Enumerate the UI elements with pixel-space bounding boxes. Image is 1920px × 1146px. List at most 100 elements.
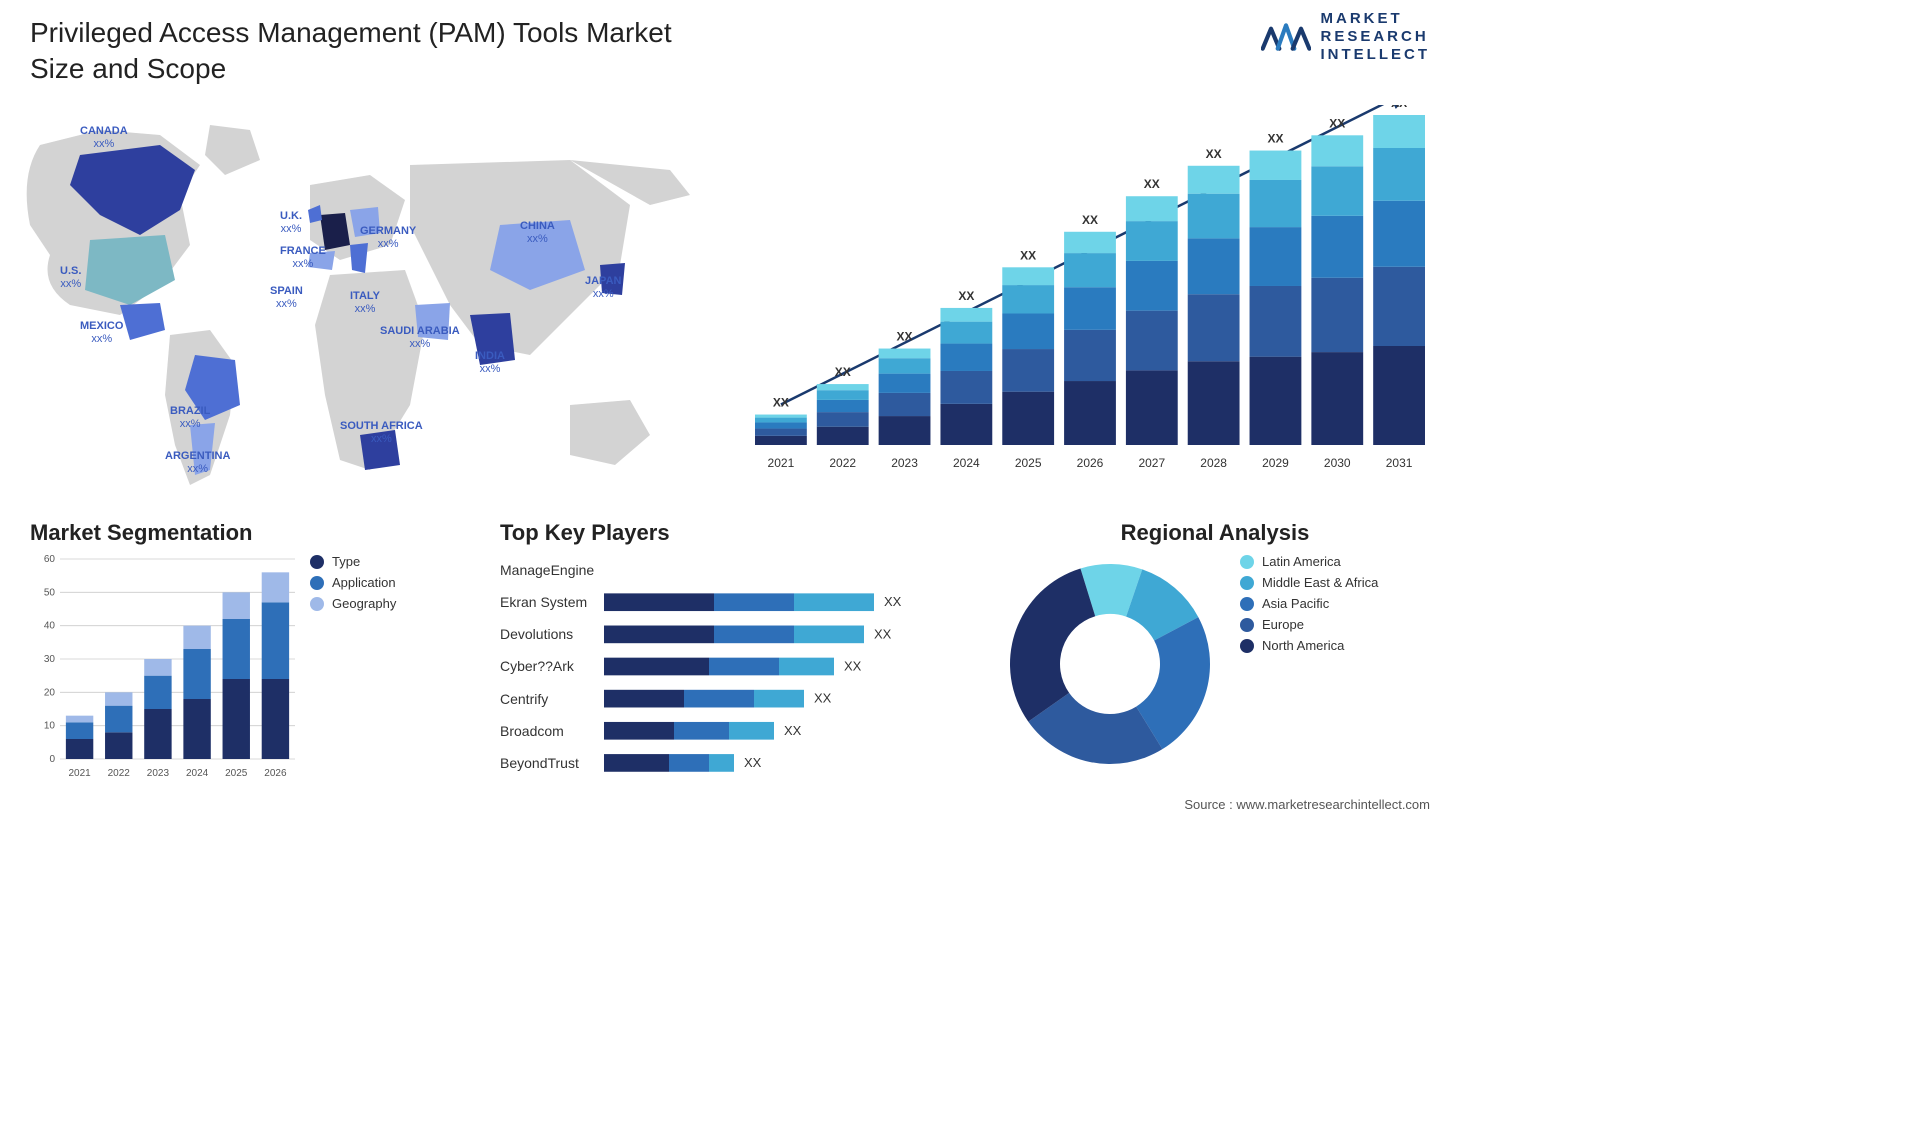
map-label: U.K.xx% xyxy=(280,210,302,236)
legend-item: Asia Pacific xyxy=(1240,596,1378,611)
source-text: Source : www.marketresearchintellect.com xyxy=(1184,797,1430,812)
legend-dot-icon xyxy=(1240,618,1254,632)
legend-dot-icon xyxy=(1240,639,1254,653)
legend-dot-icon xyxy=(310,555,324,569)
svg-text:XX: XX xyxy=(784,723,802,738)
svg-text:XX: XX xyxy=(1082,213,1098,227)
logo-text: MARKET RESEARCH INTELLECT xyxy=(1321,10,1431,64)
map-label: JAPANxx% xyxy=(585,275,621,301)
map-label: FRANCExx% xyxy=(280,245,326,271)
svg-text:2027: 2027 xyxy=(1138,456,1165,470)
svg-text:40: 40 xyxy=(44,621,56,632)
svg-text:XX: XX xyxy=(744,755,762,770)
svg-text:XX: XX xyxy=(773,396,789,410)
player-name: BeyondTrust xyxy=(500,749,594,777)
svg-text:XX: XX xyxy=(835,365,851,379)
map-label: U.S.xx% xyxy=(60,265,81,291)
svg-text:2022: 2022 xyxy=(108,768,131,779)
growth-chart: XX 2021 XX 2022 XX 2023 XX 2024 XX 2025 XX 2026 XX 20… xyxy=(750,105,1430,475)
svg-text:XX: XX xyxy=(1144,177,1160,191)
legend-label: Asia Pacific xyxy=(1262,596,1329,611)
svg-text:XX: XX xyxy=(958,289,974,303)
map-label: SAUDI ARABIAxx% xyxy=(380,325,460,351)
map-label: CHINAxx% xyxy=(520,220,555,246)
svg-text:10: 10 xyxy=(44,721,56,732)
svg-text:50: 50 xyxy=(44,587,56,598)
legend-item: Latin America xyxy=(1240,554,1378,569)
player-name: Ekran System xyxy=(500,588,594,616)
legend-label: Latin America xyxy=(1262,554,1341,569)
players-section: Top Key Players ManageEngine Ekran System… xyxy=(500,520,980,779)
svg-text:XX: XX xyxy=(1020,248,1036,262)
player-name: Broadcom xyxy=(500,717,594,745)
svg-text:30: 30 xyxy=(44,654,56,665)
legend-item: North America xyxy=(1240,638,1378,653)
legend-label: Type xyxy=(332,554,360,569)
map-label: CANADAxx% xyxy=(80,125,128,151)
player-name: Cyber??Ark xyxy=(500,652,594,680)
svg-text:2023: 2023 xyxy=(891,456,918,470)
map-label: ITALYxx% xyxy=(350,290,380,316)
logo-line3: INTELLECT xyxy=(1321,46,1431,64)
svg-text:2028: 2028 xyxy=(1200,456,1227,470)
segmentation-chart: 0 10 20 30 40 50 60 2021 2022 2023 2024 2025 2026 xyxy=(30,554,300,784)
svg-text:2029: 2029 xyxy=(1262,456,1289,470)
page-title: Privileged Access Management (PAM) Tools… xyxy=(30,15,730,88)
svg-text:2021: 2021 xyxy=(68,768,91,779)
legend-item: Geography xyxy=(310,596,396,611)
brand-logo: MARKET RESEARCH INTELLECT xyxy=(1261,10,1431,64)
legend-dot-icon xyxy=(1240,576,1254,590)
map-label: INDIAxx% xyxy=(475,350,505,376)
logo-mark-icon xyxy=(1261,22,1311,52)
players-title: Top Key Players xyxy=(500,520,980,546)
legend-item: Type xyxy=(310,554,396,569)
regional-donut xyxy=(1000,554,1220,774)
growth-chart-svg: XX 2021 XX 2022 XX 2023 XX 2024 XX 2025 XX 2026 XX 20… xyxy=(750,105,1430,475)
world-map: CANADAxx%U.S.xx%MEXICOxx%BRAZILxx%ARGENT… xyxy=(10,105,710,505)
svg-text:2026: 2026 xyxy=(1077,456,1104,470)
regional-section: Regional Analysis Latin America Middle Ea… xyxy=(1000,520,1430,774)
map-label: MEXICOxx% xyxy=(80,320,123,346)
map-label: BRAZILxx% xyxy=(170,405,210,431)
svg-text:XX: XX xyxy=(1391,105,1407,110)
legend-label: North America xyxy=(1262,638,1344,653)
legend-item: Europe xyxy=(1240,617,1378,632)
regional-title: Regional Analysis xyxy=(1000,520,1430,546)
svg-text:XX: XX xyxy=(1267,132,1283,146)
legend-label: Application xyxy=(332,575,396,590)
svg-text:0: 0 xyxy=(49,754,55,765)
legend-label: Europe xyxy=(1262,617,1304,632)
svg-text:XX: XX xyxy=(1206,147,1222,161)
legend-item: Middle East & Africa xyxy=(1240,575,1378,590)
player-name: ManageEngine xyxy=(500,556,594,584)
svg-text:2026: 2026 xyxy=(264,768,287,779)
logo-line1: MARKET xyxy=(1321,10,1431,28)
map-label: GERMANYxx% xyxy=(360,225,416,251)
svg-text:XX: XX xyxy=(1329,116,1345,130)
legend-dot-icon xyxy=(310,597,324,611)
svg-text:2023: 2023 xyxy=(147,768,170,779)
svg-text:XX: XX xyxy=(897,330,913,344)
svg-text:XX: XX xyxy=(874,626,892,641)
legend-item: Application xyxy=(310,575,396,590)
svg-text:20: 20 xyxy=(44,687,56,698)
segmentation-legend: Type Application Geography xyxy=(310,554,396,784)
svg-text:2022: 2022 xyxy=(829,456,856,470)
svg-text:2031: 2031 xyxy=(1386,456,1413,470)
player-name: Devolutions xyxy=(500,620,594,648)
svg-text:2021: 2021 xyxy=(768,456,795,470)
map-label: SOUTH AFRICAxx% xyxy=(340,420,423,446)
svg-text:60: 60 xyxy=(44,554,56,565)
svg-text:2025: 2025 xyxy=(225,768,248,779)
svg-text:2025: 2025 xyxy=(1015,456,1042,470)
svg-text:2030: 2030 xyxy=(1324,456,1351,470)
regional-legend: Latin America Middle East & Africa Asia Pa… xyxy=(1240,554,1378,659)
legend-dot-icon xyxy=(1240,555,1254,569)
segmentation-section: Market Segmentation 01020304050602021202… xyxy=(30,520,470,784)
legend-dot-icon xyxy=(1240,597,1254,611)
legend-label: Middle East & Africa xyxy=(1262,575,1378,590)
legend-dot-icon xyxy=(310,576,324,590)
svg-text:2024: 2024 xyxy=(186,768,209,779)
svg-text:2024: 2024 xyxy=(953,456,980,470)
players-labels: ManageEngine Ekran System Devolutions Cyber… xyxy=(500,554,594,779)
